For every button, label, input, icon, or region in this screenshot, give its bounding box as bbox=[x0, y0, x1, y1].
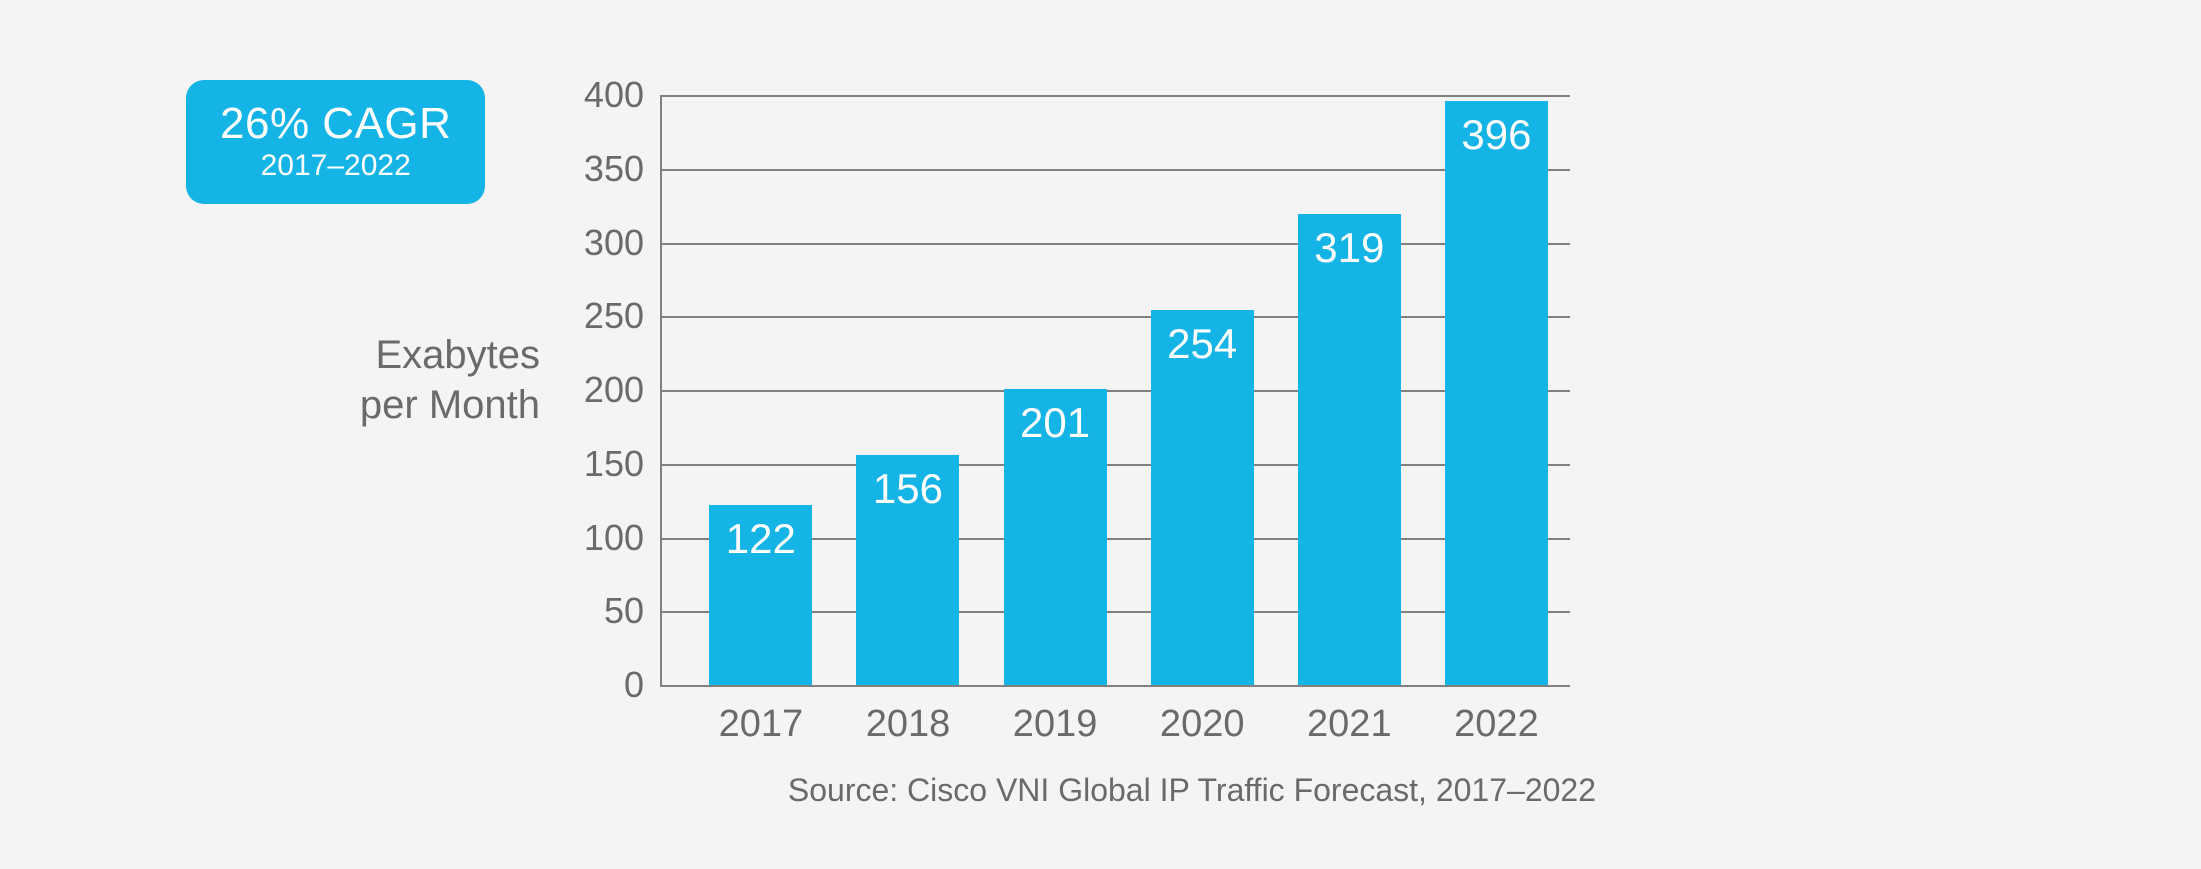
x-tick-label: 2017 bbox=[719, 685, 804, 746]
y-tick-label: 0 bbox=[624, 664, 660, 706]
bar-value-label: 319 bbox=[1298, 224, 1401, 272]
y-tick-label: 100 bbox=[584, 517, 660, 559]
bar-value-label: 254 bbox=[1151, 320, 1254, 368]
y-tick-label: 50 bbox=[604, 590, 660, 632]
cagr-badge: 26% CAGR 2017–2022 bbox=[186, 80, 485, 204]
gridline bbox=[660, 390, 1570, 392]
cagr-sub: 2017–2022 bbox=[220, 150, 451, 182]
bar: 254 bbox=[1151, 310, 1254, 685]
gridline bbox=[660, 243, 1570, 245]
y-axis-title: Exabytes per Month bbox=[360, 330, 540, 430]
gridline bbox=[660, 95, 1570, 97]
y-tick-label: 350 bbox=[584, 148, 660, 190]
y-axis-title-line1: Exabytes bbox=[375, 333, 540, 377]
gridline bbox=[660, 464, 1570, 466]
x-tick-label: 2022 bbox=[1454, 685, 1539, 746]
bar-value-label: 201 bbox=[1004, 399, 1107, 447]
bar-value-label: 156 bbox=[856, 465, 959, 513]
bar: 201 bbox=[1004, 389, 1107, 685]
y-tick-label: 400 bbox=[584, 74, 660, 116]
y-tick-label: 200 bbox=[584, 369, 660, 411]
bar: 396 bbox=[1445, 101, 1548, 685]
x-tick-label: 2018 bbox=[866, 685, 951, 746]
chart-stage: 26% CAGR 2017–2022 Exabytes per Month 0 5… bbox=[0, 0, 2201, 869]
y-tick-label: 250 bbox=[584, 295, 660, 337]
bar-value-label: 122 bbox=[709, 515, 812, 563]
bar: 319 bbox=[1298, 214, 1401, 685]
y-tick-label: 300 bbox=[584, 222, 660, 264]
chart-plot-area: 0501001502002503003504001222017156201820… bbox=[660, 95, 1570, 685]
cagr-main: 26% CAGR bbox=[220, 100, 451, 148]
bar: 156 bbox=[856, 455, 959, 685]
source-caption: Source: Cisco VNI Global IP Traffic Fore… bbox=[788, 772, 1596, 809]
y-tick-label: 150 bbox=[584, 443, 660, 485]
bar-value-label: 396 bbox=[1445, 111, 1548, 159]
gridline bbox=[660, 169, 1570, 171]
x-tick-label: 2021 bbox=[1307, 685, 1392, 746]
y-axis-title-line2: per Month bbox=[360, 383, 540, 427]
x-tick-label: 2019 bbox=[1013, 685, 1098, 746]
x-tick-label: 2020 bbox=[1160, 685, 1245, 746]
gridline bbox=[660, 316, 1570, 318]
bar: 122 bbox=[709, 505, 812, 685]
